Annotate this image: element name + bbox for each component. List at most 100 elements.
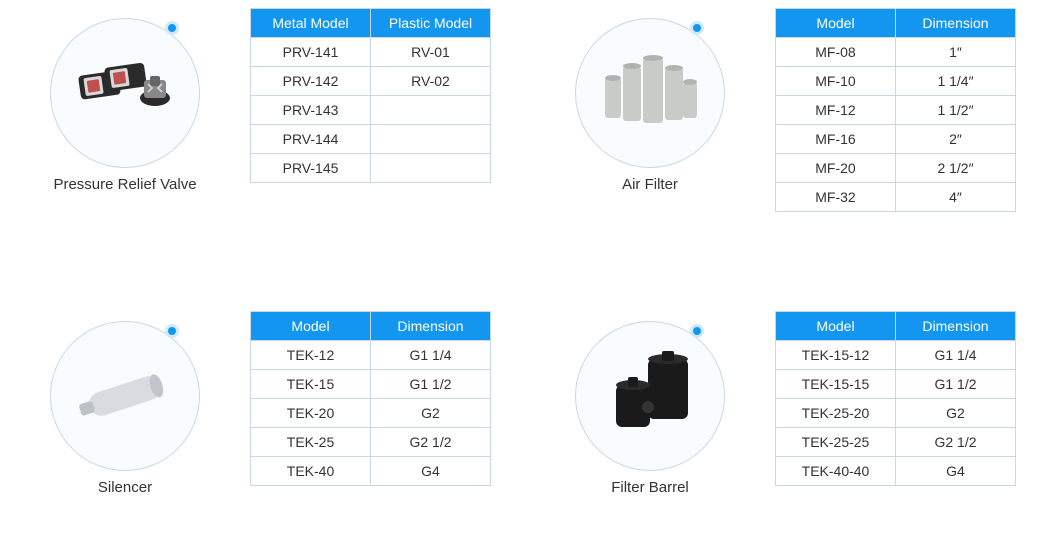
product-label: Pressure Relief Valve	[53, 176, 196, 193]
table-cell: G1 1/2	[896, 370, 1016, 399]
table-cell: TEK-20	[251, 399, 371, 428]
table-cell: G1 1/4	[371, 341, 491, 370]
table-cell: TEK-25-20	[776, 399, 896, 428]
table-cell: PRV-141	[251, 38, 371, 67]
table-cell: TEK-25	[251, 428, 371, 457]
table-row: MF-101 1/4″	[776, 67, 1016, 96]
table-cell: MF-08	[776, 38, 896, 67]
filter-barrel-icon	[600, 351, 700, 441]
table-cell: G1 1/4	[896, 341, 1016, 370]
product-image-col: Pressure Relief Valve	[20, 8, 230, 193]
table-cell: PRV-142	[251, 67, 371, 96]
table-header: Dimension	[896, 312, 1016, 341]
product-circle	[575, 18, 725, 168]
table-row: MF-162″	[776, 125, 1016, 154]
table-row: PRV-141RV-01	[251, 38, 491, 67]
accent-dot-icon	[690, 324, 704, 338]
table-cell: TEK-15	[251, 370, 371, 399]
table-row: TEK-25-20G2	[776, 399, 1016, 428]
table-cell: RV-01	[371, 38, 491, 67]
table-cell: 2 1/2″	[896, 154, 1016, 183]
table-header: Dimension	[371, 312, 491, 341]
table-cell: TEK-25-25	[776, 428, 896, 457]
product-table-silencer: Model Dimension TEK-12G1 1/4 TEK-15G1 1/…	[250, 311, 491, 486]
table-row: MF-324″	[776, 183, 1016, 212]
product-label: Air Filter	[622, 176, 678, 193]
table-cell: MF-10	[776, 67, 896, 96]
accent-dot-icon	[165, 324, 179, 338]
table-cell: 4″	[896, 183, 1016, 212]
table-cell: G2	[371, 399, 491, 428]
table-cell: TEK-15-12	[776, 341, 896, 370]
table-row: TEK-15G1 1/2	[251, 370, 491, 399]
table-cell: G2 1/2	[896, 428, 1016, 457]
product-label: Silencer	[98, 479, 152, 496]
table-row: MF-202 1/2″	[776, 154, 1016, 183]
table-header: Metal Model	[251, 9, 371, 38]
product-grid: Pressure Relief Valve Metal Model Plasti…	[20, 8, 1040, 544]
table-header: Model	[776, 9, 896, 38]
table-cell: TEK-40-40	[776, 457, 896, 486]
table-row: PRV-144	[251, 125, 491, 154]
product-image-col: Silencer	[20, 311, 230, 496]
product-table-relief-valve: Metal Model Plastic Model PRV-141RV-01 P…	[250, 8, 491, 183]
table-row: TEK-15-12G1 1/4	[776, 341, 1016, 370]
table-cell	[371, 125, 491, 154]
accent-dot-icon	[165, 21, 179, 35]
table-row: TEK-20G2	[251, 399, 491, 428]
product-label: Filter Barrel	[611, 479, 689, 496]
table-header: Plastic Model	[371, 9, 491, 38]
silencer-icon	[70, 366, 180, 426]
table-cell: 1 1/2″	[896, 96, 1016, 125]
table-cell: 1″	[896, 38, 1016, 67]
product-circle	[50, 321, 200, 471]
relief-valve-icon	[70, 58, 180, 128]
table-cell: MF-12	[776, 96, 896, 125]
table-cell: MF-16	[776, 125, 896, 154]
table-cell: RV-02	[371, 67, 491, 96]
table-cell	[371, 96, 491, 125]
table-cell: PRV-143	[251, 96, 371, 125]
table-cell: G2 1/2	[371, 428, 491, 457]
table-row: TEK-25-25G2 1/2	[776, 428, 1016, 457]
table-row: TEK-15-15G1 1/2	[776, 370, 1016, 399]
accent-dot-icon	[690, 21, 704, 35]
product-block-air-filter: Air Filter Model Dimension MF-081″ MF-10…	[545, 8, 1040, 241]
table-cell: PRV-144	[251, 125, 371, 154]
product-table-filter-barrel: Model Dimension TEK-15-12G1 1/4 TEK-15-1…	[775, 311, 1016, 486]
table-cell: G1 1/2	[371, 370, 491, 399]
table-row: TEK-40G4	[251, 457, 491, 486]
table-row: PRV-145	[251, 154, 491, 183]
product-image-col: Air Filter	[545, 8, 755, 193]
product-table-air-filter: Model Dimension MF-081″ MF-101 1/4″ MF-1…	[775, 8, 1016, 212]
air-filter-icon	[595, 48, 705, 138]
table-row: MF-081″	[776, 38, 1016, 67]
table-cell: PRV-145	[251, 154, 371, 183]
product-image-col: Filter Barrel	[545, 311, 755, 496]
table-row: MF-121 1/2″	[776, 96, 1016, 125]
table-cell	[371, 154, 491, 183]
table-cell: TEK-12	[251, 341, 371, 370]
table-header: Model	[776, 312, 896, 341]
product-circle	[50, 18, 200, 168]
table-row: TEK-40-40G4	[776, 457, 1016, 486]
product-block-relief-valve: Pressure Relief Valve Metal Model Plasti…	[20, 8, 515, 241]
table-header: Dimension	[896, 9, 1016, 38]
table-cell: G4	[896, 457, 1016, 486]
product-block-filter-barrel: Filter Barrel Model Dimension TEK-15-12G…	[545, 311, 1040, 544]
product-block-silencer: Silencer Model Dimension TEK-12G1 1/4 TE…	[20, 311, 515, 544]
table-cell: G4	[371, 457, 491, 486]
table-cell: G2	[896, 399, 1016, 428]
table-row: TEK-25G2 1/2	[251, 428, 491, 457]
table-cell: 1 1/4″	[896, 67, 1016, 96]
table-cell: 2″	[896, 125, 1016, 154]
table-row: PRV-142RV-02	[251, 67, 491, 96]
table-cell: TEK-40	[251, 457, 371, 486]
table-header: Model	[251, 312, 371, 341]
table-row: PRV-143	[251, 96, 491, 125]
table-cell: MF-20	[776, 154, 896, 183]
table-cell: MF-32	[776, 183, 896, 212]
table-cell: TEK-15-15	[776, 370, 896, 399]
product-circle	[575, 321, 725, 471]
table-row: TEK-12G1 1/4	[251, 341, 491, 370]
